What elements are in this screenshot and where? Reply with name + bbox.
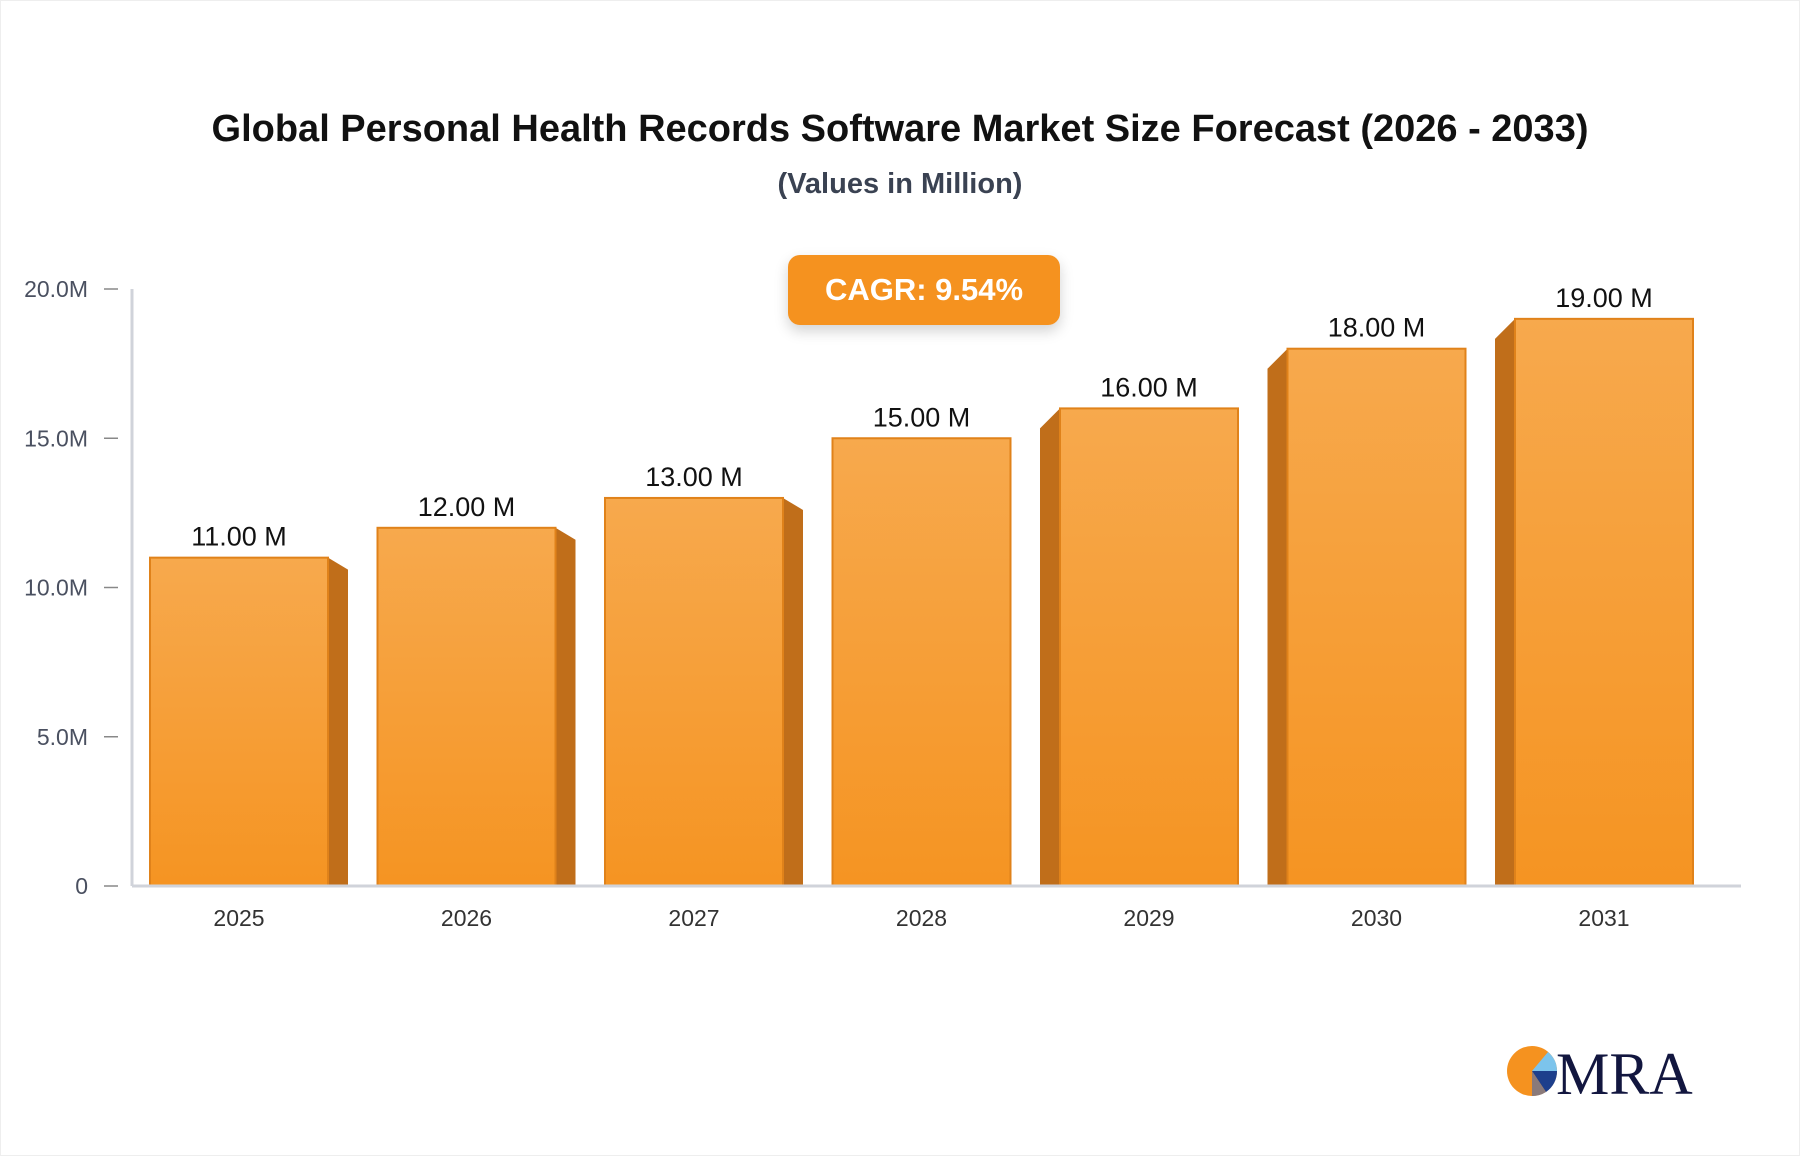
data-label: 11.00 M	[191, 522, 287, 552]
y-tick-label: 0	[75, 873, 88, 899]
bar-2030	[1286, 347, 1467, 887]
y-tick-label: 20.0M	[24, 276, 88, 302]
data-label: 12.00 M	[418, 492, 516, 522]
data-label: 16.00 M	[1100, 372, 1198, 402]
mra-logo: MRA	[1507, 1041, 1693, 1102]
chart-title: Global Personal Health Records Software …	[211, 108, 1589, 150]
svg-text:MRA: MRA	[1556, 1041, 1693, 1102]
bar-2026	[376, 526, 557, 887]
data-label: 19.00 M	[1555, 283, 1653, 313]
bar-2025	[149, 556, 329, 888]
bar-2027	[604, 496, 784, 887]
bar-2028	[831, 437, 1012, 887]
x-tick-label: 2029	[1123, 905, 1174, 931]
bar-2029	[1059, 407, 1239, 887]
bar-side	[555, 527, 576, 886]
x-tick-label: 2026	[441, 905, 492, 931]
bar-side	[328, 557, 348, 886]
bar-side	[1495, 318, 1515, 887]
y-tick-label: 15.0M	[24, 425, 88, 451]
x-tick-label: 2031	[1578, 905, 1629, 931]
data-label: 18.00 M	[1328, 313, 1426, 343]
data-label: 13.00 M	[645, 462, 743, 492]
data-label: 15.00 M	[873, 402, 971, 432]
y-tick-label: 5.0M	[37, 724, 88, 750]
x-tick-label: 2028	[896, 905, 947, 931]
cagr-badge: CAGR: 9.54%	[788, 255, 1060, 325]
bar-side	[783, 497, 803, 886]
x-tick-label: 2025	[213, 905, 264, 931]
bar-side	[1040, 408, 1060, 886]
y-tick-label: 10.0M	[24, 575, 88, 601]
bar-2031	[1514, 317, 1694, 888]
chart-subtitle: (Values in Million)	[777, 168, 1023, 200]
bar-side	[1267, 348, 1288, 886]
x-tick-label: 2030	[1351, 905, 1402, 931]
x-tick-label: 2027	[668, 905, 719, 931]
